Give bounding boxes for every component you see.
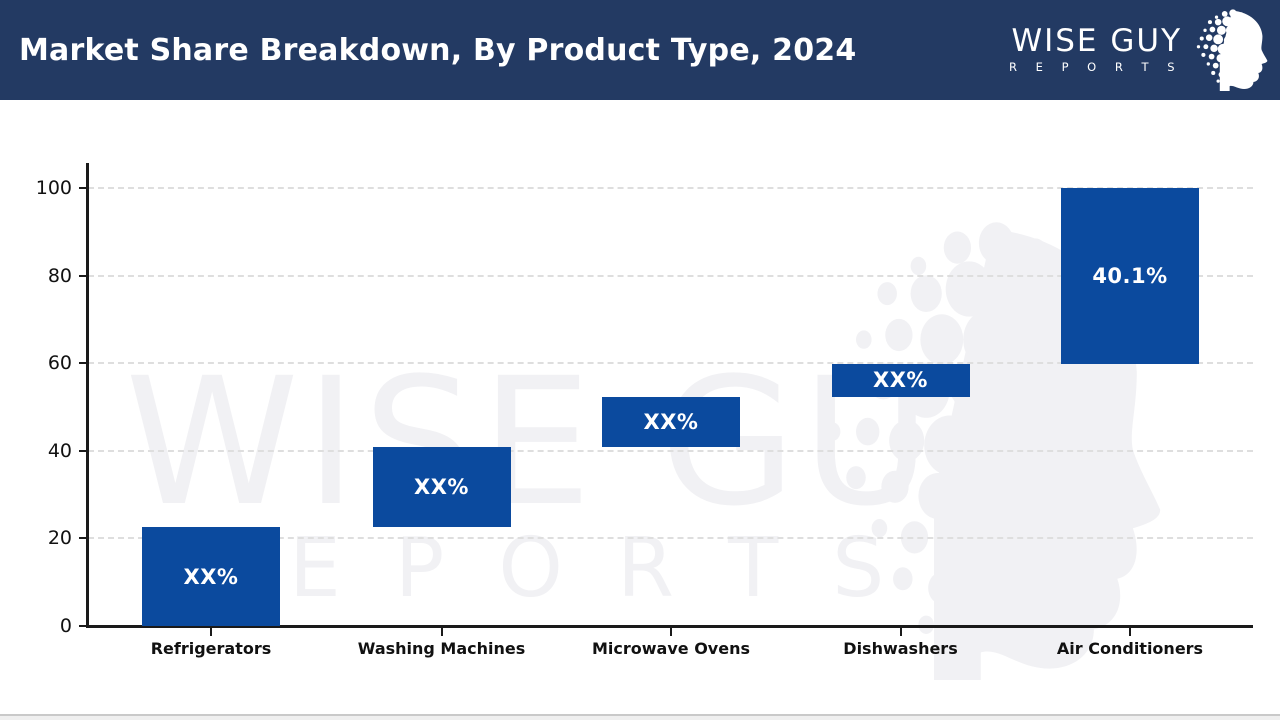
y-tickmark-20 — [79, 537, 88, 540]
bar-value-label: XX% — [643, 409, 699, 434]
y-axis-line — [86, 163, 89, 628]
bar-value-label: XX% — [183, 564, 239, 589]
watermark-sub-text: R E P O R T S — [178, 521, 899, 616]
y-tickmark-0 — [79, 625, 88, 627]
y-tick-label-100: 100 — [35, 177, 72, 199]
x-tick-label-4: Air Conditioners — [1056, 639, 1204, 658]
bar-value-label: 40.1% — [1092, 263, 1168, 288]
gridline-60 — [88, 362, 1253, 365]
gridline-40 — [88, 449, 1253, 452]
bar-refrigerators: XX% — [142, 527, 280, 626]
bar-microwave-ovens: XX% — [602, 396, 740, 447]
logo-sub-text: R E P O R T S — [1009, 60, 1182, 75]
bar-value-label: XX% — [414, 475, 469, 500]
page-title: Market Share Breakdown, By Product Type,… — [19, 32, 857, 68]
waterfall-chart: WISE GUY R E P O R T S 0 20 40 60 80 100 XX% Re… — [0, 100, 1280, 715]
y-tick-label-80: 80 — [47, 264, 72, 287]
bar-washing-machines: XX% — [372, 446, 511, 528]
x-axis-line — [86, 625, 1253, 628]
y-tickmark-60 — [79, 362, 88, 365]
y-tick-label-0: 0 — [59, 615, 72, 637]
y-tickmark-40 — [79, 449, 88, 452]
y-tickmark-80 — [79, 274, 88, 277]
x-tickmark-3 — [899, 627, 902, 636]
x-tick-label-2: Microwave Ovens — [592, 639, 750, 658]
footer-line — [0, 714, 1280, 720]
bar-air-conditioners: 40.1% — [1061, 188, 1199, 364]
x-tick-label-0: Refrigerators — [150, 639, 272, 658]
y-tick-label-20: 20 — [47, 527, 72, 550]
bar-value-label: XX% — [873, 368, 928, 393]
y-tick-label-40: 40 — [47, 439, 72, 462]
x-tick-label-1: Washing Machines — [357, 639, 526, 658]
logo-brand-text: WISE GUY — [1011, 23, 1182, 60]
x-tick-label-3: Dishwashers — [843, 639, 958, 658]
y-tickmark-100 — [79, 187, 88, 189]
x-tickmark-4 — [1129, 627, 1131, 636]
wiseguy-logo: WISE GUY R E P O R T S — [1009, 9, 1270, 91]
gridline-100 — [88, 187, 1253, 189]
x-tickmark-1 — [440, 627, 443, 636]
bar-dishwashers: XX% — [831, 363, 970, 397]
logo-dothead-icon — [1196, 9, 1268, 91]
x-tickmark-2 — [670, 627, 672, 636]
header-bar: Market Share Breakdown, By Product Type,… — [0, 0, 1280, 100]
y-tick-label-60: 60 — [47, 352, 72, 375]
gridline-20 — [88, 537, 1253, 540]
logo-text: WISE GUY R E P O R T S — [1009, 26, 1182, 74]
x-tickmark-0 — [210, 627, 212, 636]
gridline-80 — [88, 274, 1253, 277]
